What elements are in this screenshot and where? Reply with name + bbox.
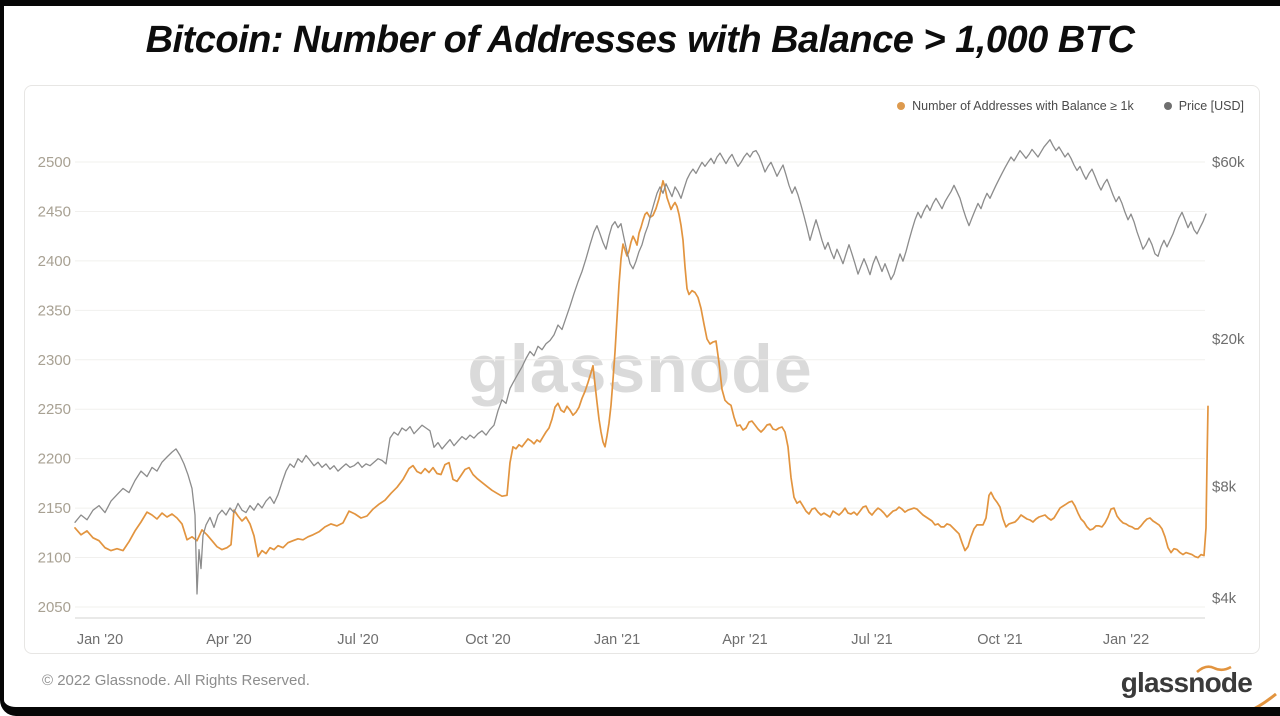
glassnode-logo-text: glassnode (1120, 667, 1253, 698)
legend-label-addresses: Number of Addresses with Balance ≥ 1k (912, 99, 1134, 113)
copyright-text: © 2022 Glassnode. All Rights Reserved. (42, 672, 310, 689)
chart-watermark: glassnode (467, 331, 813, 407)
legend-label-price: Price [USD] (1178, 99, 1244, 113)
corner-swoosh-icon (1246, 693, 1277, 713)
chart-legend: Number of Addresses with Balance ≥ 1k Pr… (897, 99, 1244, 113)
legend-item-addresses[interactable]: Number of Addresses with Balance ≥ 1k (897, 99, 1134, 113)
footer: © 2022 Glassnode. All Rights Reserved. g… (0, 660, 1280, 713)
legend-dot-price-icon (1163, 102, 1172, 110)
legend-dot-addresses-icon (897, 102, 906, 110)
legend-item-price[interactable]: Price [USD] (1163, 99, 1244, 113)
glassnode-logo: glassnode (1120, 665, 1277, 713)
logo-tilde-icon (1195, 665, 1232, 673)
page-title: Bitcoin: Number of Addresses with Balanc… (145, 19, 1135, 61)
